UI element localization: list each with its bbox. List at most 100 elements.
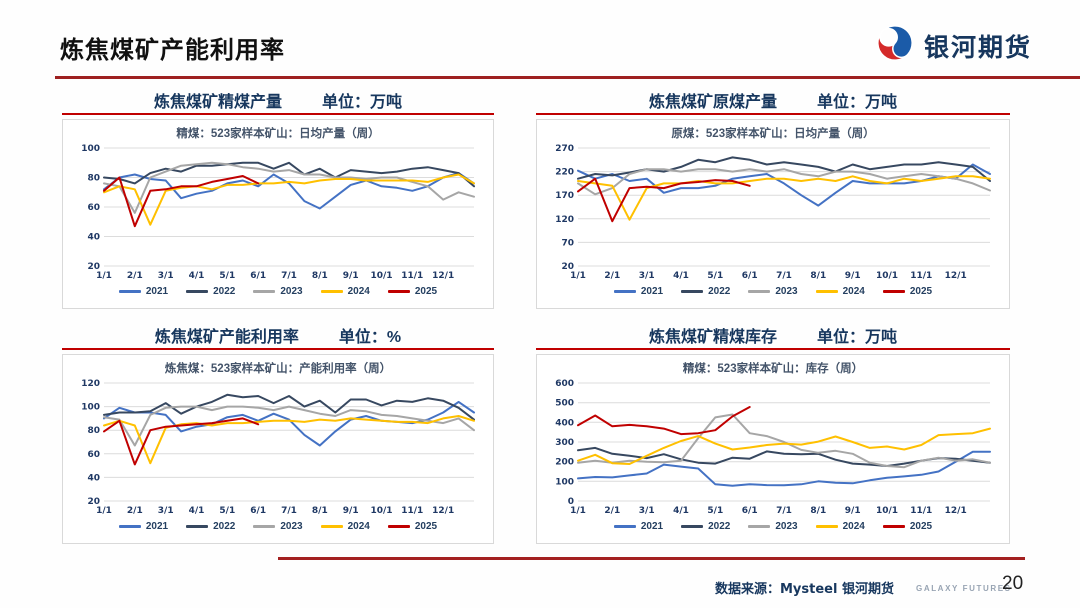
legend-line-swatch xyxy=(186,524,209,528)
svg-text:2/1: 2/1 xyxy=(127,506,143,516)
svg-text:1/1: 1/1 xyxy=(570,271,586,281)
legend-item-2021: 2021 xyxy=(118,521,168,532)
chart-box: 炼焦煤：523家样本矿山：产能利用率（周） 20 40 60 80 100 120 1/1 2… xyxy=(62,354,494,544)
title-divider xyxy=(55,76,1080,79)
chart-subtitle: 精煤：523家样本矿山：库存（周） xyxy=(682,363,864,375)
legend-line-swatch xyxy=(882,524,905,528)
legend-line-swatch xyxy=(613,289,636,293)
legend-item-2025: 2025 xyxy=(882,286,932,297)
legend-item-2025: 2025 xyxy=(882,521,932,532)
chart-title-divider xyxy=(536,348,1010,350)
svg-text:80: 80 xyxy=(87,426,100,436)
chart-title: 炼焦煤矿原煤产量 xyxy=(648,94,777,111)
svg-text:12/1: 12/1 xyxy=(432,271,454,281)
svg-text:40: 40 xyxy=(87,473,100,483)
chart-legend: 2021 2022 2023 2024 2025 xyxy=(69,516,487,536)
svg-text:2/1: 2/1 xyxy=(604,271,620,281)
svg-text:6/1: 6/1 xyxy=(742,506,758,516)
svg-text:9/1: 9/1 xyxy=(845,271,861,281)
svg-text:100: 100 xyxy=(555,477,574,487)
svg-text:4/1: 4/1 xyxy=(189,506,205,516)
galaxy-futures-logo: 银河期货 xyxy=(874,22,1032,69)
svg-text:70: 70 xyxy=(561,238,574,248)
legend-item-2024: 2024 xyxy=(815,286,865,297)
chart-unit-label: 单位：% xyxy=(338,329,402,346)
legend-item-2021: 2021 xyxy=(118,286,168,297)
svg-text:5/1: 5/1 xyxy=(707,506,723,516)
svg-text:2/1: 2/1 xyxy=(127,271,143,281)
svg-text:4/1: 4/1 xyxy=(189,271,205,281)
legend-item-2024: 2024 xyxy=(815,521,865,532)
line-chart-refined-coal-inventory: 0 100 200 300 400 500 600 1/1 2/1 3/1 4/1 5/1 6/1 7/1… xyxy=(555,379,991,516)
chart-title-divider xyxy=(536,113,1010,115)
svg-text:3/1: 3/1 xyxy=(158,506,174,516)
legend-item-2025: 2025 xyxy=(387,521,437,532)
svg-text:4/1: 4/1 xyxy=(673,506,689,516)
legend-item-2023: 2023 xyxy=(748,286,798,297)
legend-item-2022: 2022 xyxy=(186,286,235,297)
svg-text:500: 500 xyxy=(555,399,574,409)
svg-text:100: 100 xyxy=(81,403,100,413)
svg-text:200: 200 xyxy=(555,458,574,468)
chart-title-row: 炼焦煤矿原煤产量 单位：万吨 xyxy=(536,88,1010,112)
svg-text:300: 300 xyxy=(555,438,574,448)
svg-text:20: 20 xyxy=(87,262,100,272)
line-chart-raw-coal-output: 20 70 120 170 220 270 1/1 2/1 3/1 4/1 5/1 6/1 7/1 8/1… xyxy=(555,144,991,281)
chart-legend: 2021 2022 2023 2024 2025 xyxy=(69,281,487,301)
svg-text:9/1: 9/1 xyxy=(343,271,359,281)
legend-line-swatch xyxy=(118,524,141,528)
line-chart-refined-coal-output: 20 40 60 80 100 1/1 2/1 3/1 4/1 5/1 6/1 7/1 8/1 9/1 10… xyxy=(81,144,475,281)
chart-subtitle: 原煤：523家样本矿山：日均产量（周） xyxy=(671,128,875,140)
legend-item-2023: 2023 xyxy=(253,286,303,297)
chart-title-row: 炼焦煤矿产能利用率 单位：% xyxy=(62,323,494,347)
legend-line-swatch xyxy=(748,524,771,528)
legend-item-2025: 2025 xyxy=(387,286,437,297)
svg-text:220: 220 xyxy=(555,168,574,178)
chart-subtitle: 炼焦煤：523家样本矿山：产能利用率（周） xyxy=(164,363,392,375)
svg-text:400: 400 xyxy=(555,418,574,428)
svg-text:20: 20 xyxy=(87,497,100,507)
svg-text:5/1: 5/1 xyxy=(219,506,235,516)
svg-text:11/1: 11/1 xyxy=(401,271,423,281)
page-title: 炼焦煤矿产能利用率 xyxy=(60,37,285,64)
svg-text:11/1: 11/1 xyxy=(401,506,423,516)
svg-text:170: 170 xyxy=(555,191,574,201)
svg-text:7/1: 7/1 xyxy=(281,506,297,516)
svg-text:7/1: 7/1 xyxy=(281,271,297,281)
chart-box: 原煤：523家样本矿山：日均产量（周） 20 70 120 170 220 270 1/1 2… xyxy=(536,119,1010,309)
legend-line-swatch xyxy=(387,289,410,293)
footer-divider xyxy=(278,557,1025,560)
svg-text:10/1: 10/1 xyxy=(370,271,392,281)
chart-unit-label: 单位：万吨 xyxy=(322,94,403,111)
legend-line-swatch xyxy=(613,524,636,528)
svg-text:9/1: 9/1 xyxy=(845,506,861,516)
svg-text:5/1: 5/1 xyxy=(219,271,235,281)
legend-item-2022: 2022 xyxy=(681,521,730,532)
svg-text:8/1: 8/1 xyxy=(810,271,826,281)
svg-text:1/1: 1/1 xyxy=(96,506,112,516)
svg-text:270: 270 xyxy=(555,144,574,154)
svg-text:0: 0 xyxy=(568,497,574,507)
legend-line-swatch xyxy=(118,289,141,293)
chart-box: 精煤：523家样本矿山：库存（周） 0 100 200 300 400 500 600 1/1… xyxy=(536,354,1010,544)
brand-name: 银河期货 xyxy=(923,33,1032,62)
legend-item-2023: 2023 xyxy=(253,521,303,532)
galaxy-swirl-icon xyxy=(874,22,916,69)
chart-title-row: 炼焦煤矿精煤产量 单位：万吨 xyxy=(62,88,494,112)
svg-text:12/1: 12/1 xyxy=(945,506,967,516)
panel-refined-coal-output: 炼焦煤矿精煤产量 单位：万吨 精煤：523家样本矿山：日均产量（周） 20 40 6… xyxy=(62,88,494,309)
chart-legend: 2021 2022 2023 2024 2025 xyxy=(543,281,1003,301)
svg-text:12/1: 12/1 xyxy=(945,271,967,281)
legend-item-2021: 2021 xyxy=(613,521,663,532)
panel-refined-coal-inventory: 炼焦煤矿精煤库存 单位：万吨 精煤：523家样本矿山：库存（周） 0 100 200… xyxy=(536,323,1010,544)
chart-title-divider xyxy=(62,113,494,115)
chart-unit-label: 单位：万吨 xyxy=(817,94,898,111)
svg-text:7/1: 7/1 xyxy=(776,271,792,281)
legend-line-swatch xyxy=(882,289,905,293)
chart-unit-label: 单位：万吨 xyxy=(817,329,898,346)
svg-text:10/1: 10/1 xyxy=(876,506,898,516)
svg-text:11/1: 11/1 xyxy=(910,271,932,281)
line-chart-capacity-utilization: 20 40 60 80 100 120 1/1 2/1 3/1 4/1 5/1 6/1 7/1 8/1 9/… xyxy=(81,379,475,516)
svg-text:11/1: 11/1 xyxy=(910,506,932,516)
svg-text:7/1: 7/1 xyxy=(776,506,792,516)
